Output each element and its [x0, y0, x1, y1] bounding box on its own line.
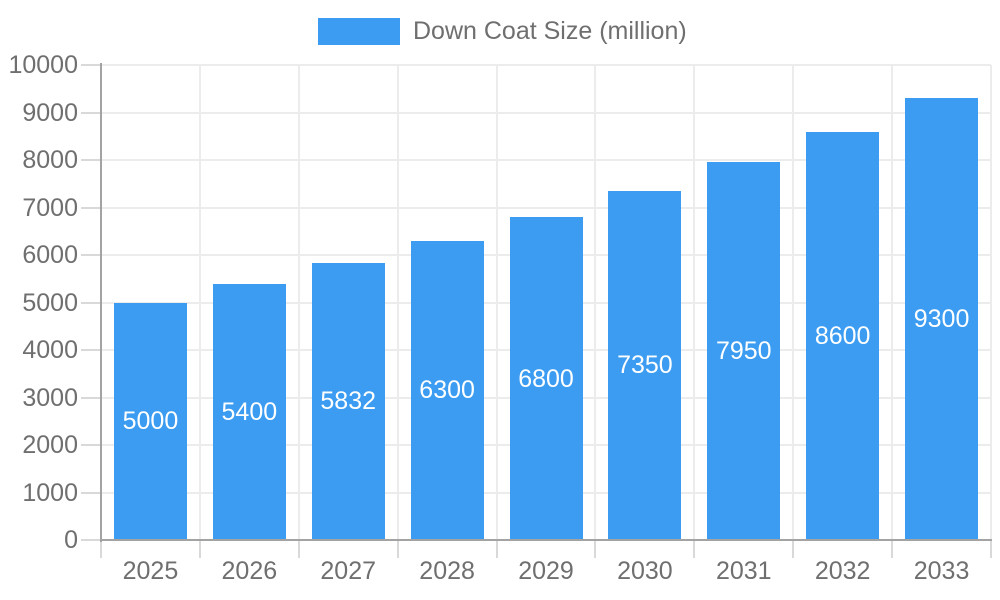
bar-2031[interactable] [707, 162, 781, 540]
x-axis-label: 2033 [913, 557, 970, 585]
y-axis-label: 3000 [22, 383, 78, 412]
gridline-horizontal [101, 206, 991, 209]
gridline-horizontal [101, 111, 991, 114]
y-axis-tick [81, 349, 101, 351]
x-axis-label: 2030 [617, 557, 673, 585]
y-axis-label: 1000 [22, 478, 78, 507]
y-axis-label: 10000 [8, 51, 78, 79]
x-axis-label: 2029 [518, 557, 574, 585]
x-axis-label: 2031 [715, 557, 772, 585]
bar-value-label: 5400 [221, 397, 278, 426]
bar-value-label: 6800 [518, 364, 574, 393]
x-axis-tick [100, 540, 102, 558]
x-axis-label: 2025 [122, 557, 179, 585]
y-axis-line [100, 63, 102, 542]
x-axis-tick [891, 540, 894, 558]
y-axis-tick [81, 111, 101, 114]
y-axis-label: 4000 [22, 336, 78, 364]
bar-value-label: 7950 [715, 337, 772, 366]
gridline-vertical [396, 65, 399, 540]
bar-2032[interactable] [806, 131, 880, 540]
y-axis-label: 6000 [22, 241, 78, 269]
gridline-horizontal [101, 64, 991, 66]
y-axis-tick [81, 254, 101, 256]
y-axis-tick [81, 539, 101, 541]
bar-value-label: 5000 [122, 407, 179, 436]
y-axis-tick [81, 491, 101, 494]
y-axis-tick [81, 206, 101, 209]
gridline-vertical [990, 65, 992, 540]
y-axis-label: 0 [64, 526, 78, 554]
y-axis-tick [81, 396, 101, 399]
bar-value-label: 9300 [913, 305, 970, 334]
gridline-vertical [792, 65, 795, 540]
x-axis-tick [792, 540, 795, 558]
y-axis-label: 7000 [22, 193, 78, 222]
gridline-vertical [891, 65, 894, 540]
x-axis-label: 2026 [221, 557, 278, 585]
y-axis-tick [81, 301, 101, 304]
x-axis-tick [396, 540, 399, 558]
x-axis-tick [495, 540, 498, 558]
y-axis-tick [81, 444, 101, 446]
bar-2028[interactable] [410, 240, 484, 540]
y-axis-label: 2000 [22, 431, 78, 459]
gridline-vertical [495, 65, 498, 540]
x-axis-tick [198, 540, 201, 558]
x-axis-tick [990, 540, 992, 558]
gridline-vertical [693, 65, 696, 540]
y-axis-tick [81, 64, 101, 66]
legend-swatch[interactable] [318, 18, 400, 45]
bar-2033[interactable] [905, 98, 979, 540]
x-axis-line [100, 539, 992, 541]
x-axis-label: 2027 [320, 557, 377, 585]
x-axis-tick [594, 540, 597, 558]
gridline-vertical [198, 65, 201, 540]
bar-2030[interactable] [608, 190, 682, 540]
gridline-horizontal [101, 159, 991, 161]
bar-2029[interactable] [509, 217, 583, 540]
y-axis-label: 9000 [22, 98, 78, 127]
bar-2025[interactable] [113, 302, 187, 540]
bar-value-label: 6300 [419, 376, 475, 405]
x-axis-tick [693, 540, 696, 558]
x-axis-label: 2032 [814, 557, 871, 585]
x-axis-label: 2028 [419, 557, 475, 585]
y-axis-tick [81, 159, 101, 161]
bar-2027[interactable] [311, 262, 385, 540]
y-axis-label: 5000 [22, 288, 78, 317]
y-axis-label: 8000 [22, 146, 78, 174]
legend-label[interactable]: Down Coat Size (million) [413, 17, 687, 45]
bar-value-label: 8600 [814, 321, 871, 350]
bar-value-label: 7350 [617, 351, 673, 380]
gridline-vertical [594, 65, 597, 540]
gridline-vertical [297, 65, 300, 540]
bar-value-label: 5832 [320, 387, 377, 416]
chart-legend[interactable]: Down Coat Size (million) [318, 18, 687, 45]
x-axis-tick [297, 540, 300, 558]
bar-2026[interactable] [212, 283, 286, 540]
